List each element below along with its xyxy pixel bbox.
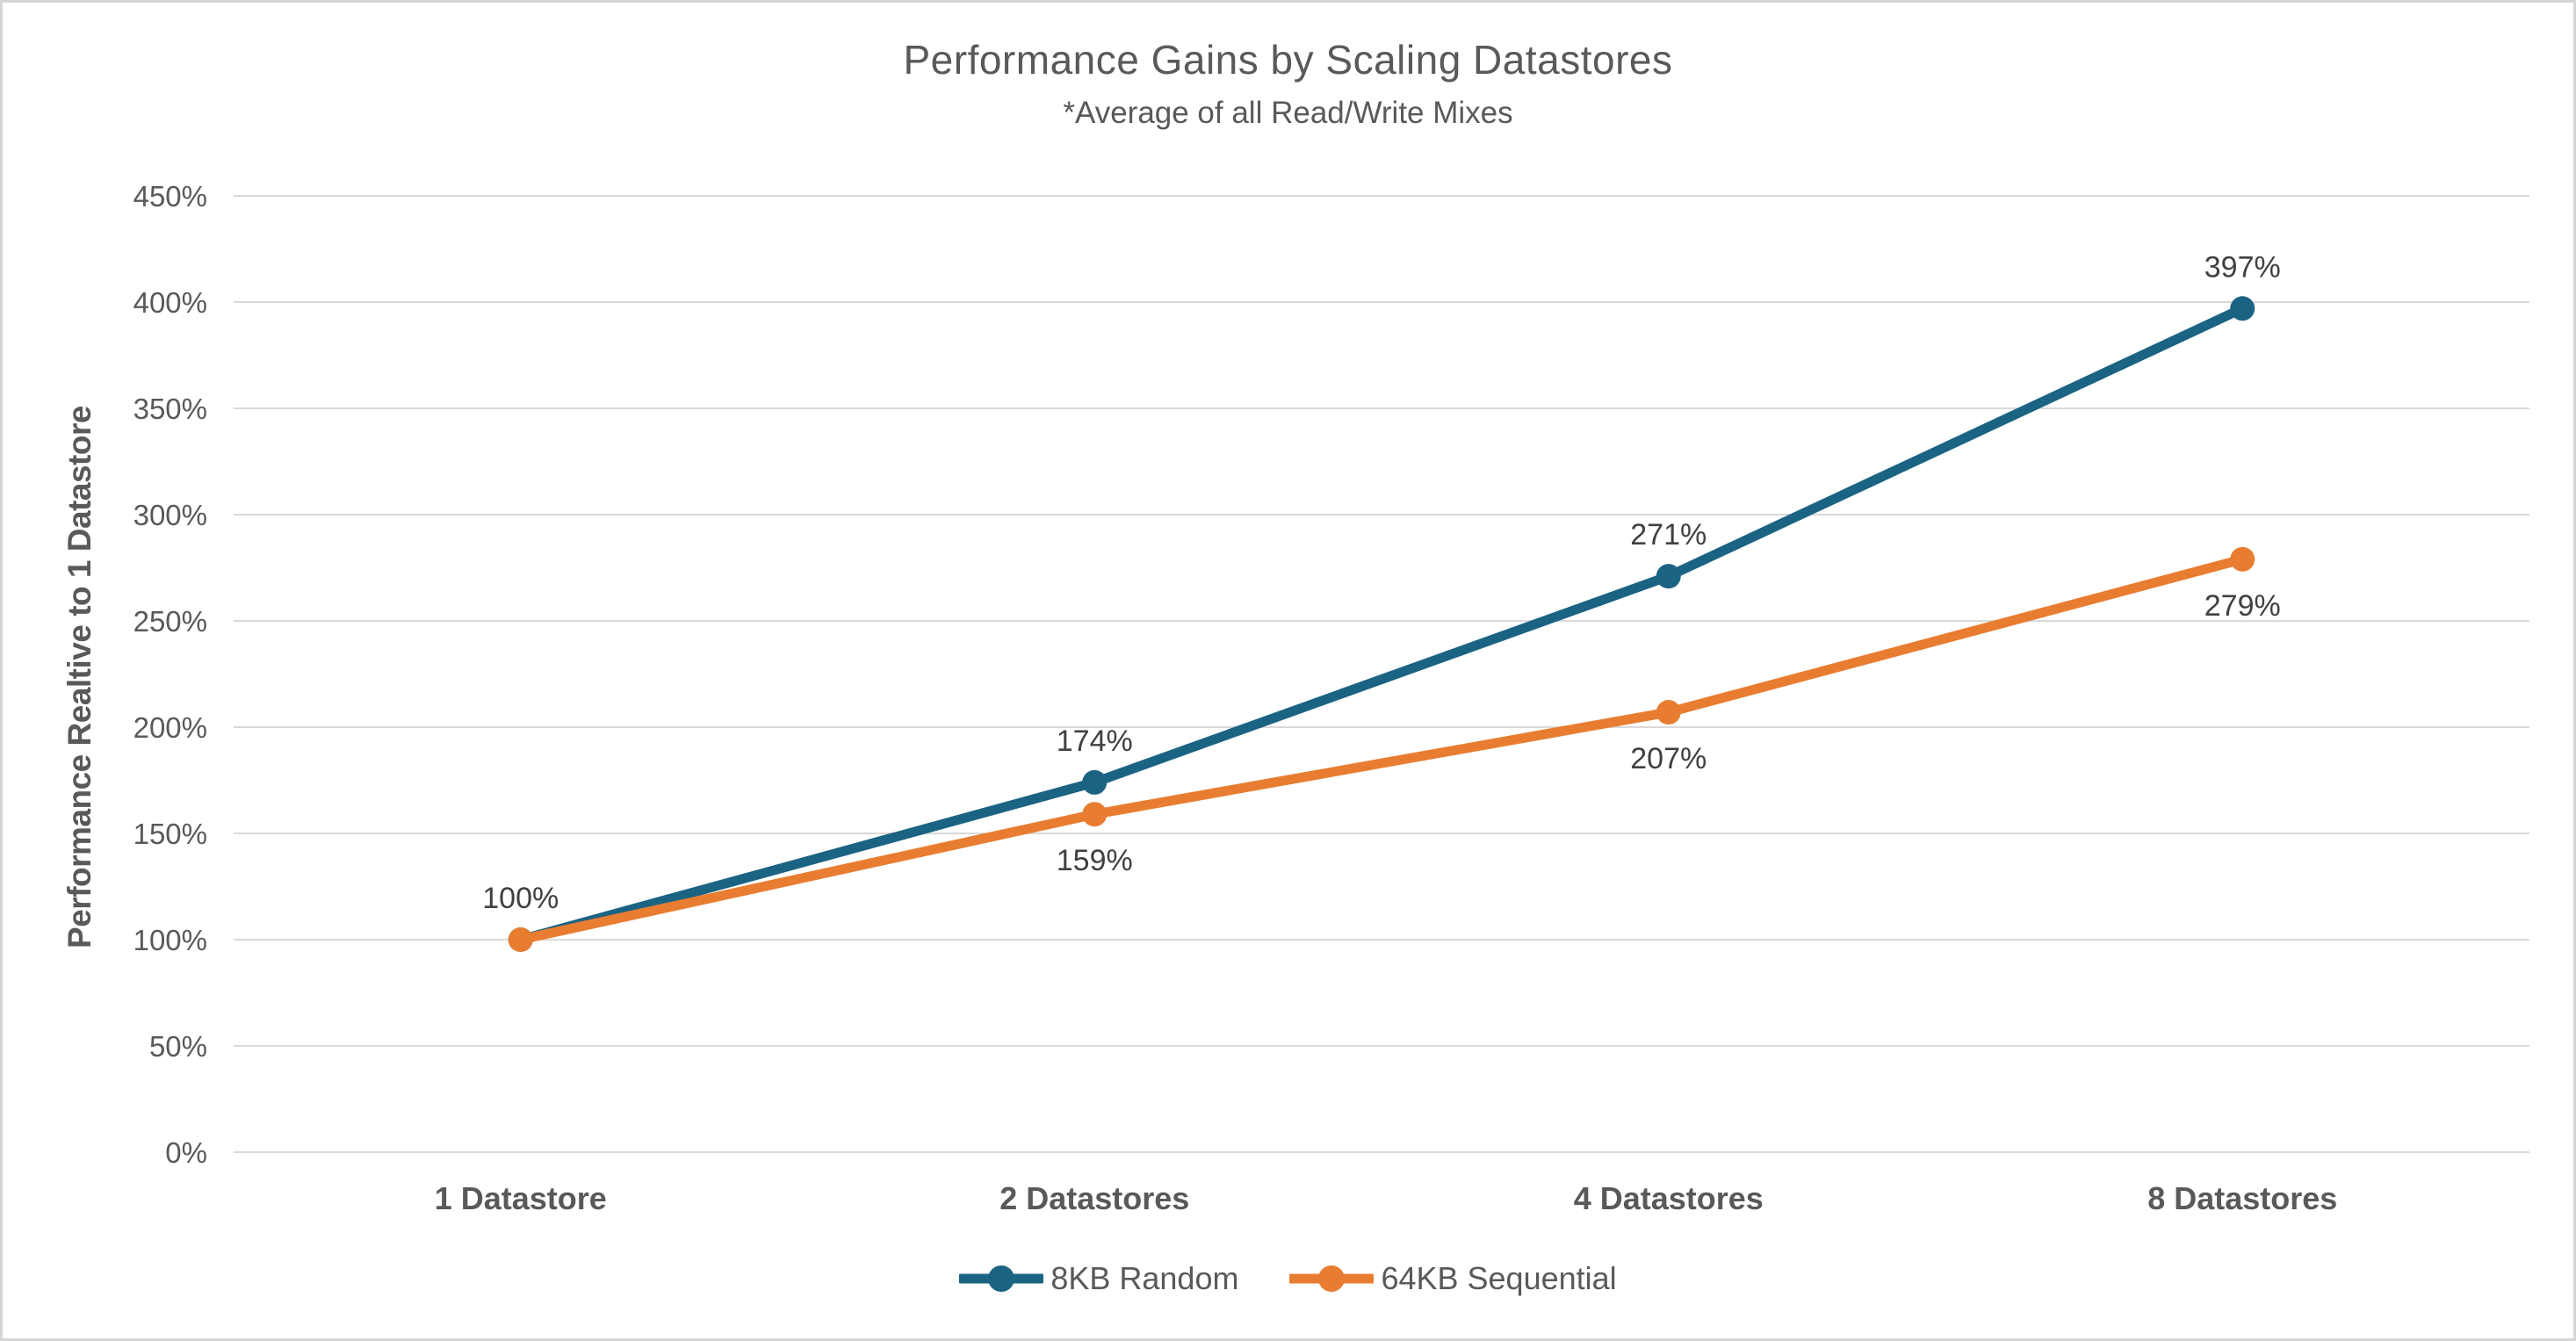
legend-item-8kb-random: 8KB Random <box>959 1260 1238 1297</box>
data-label-8kb-random: 174% <box>1057 725 1133 758</box>
series-line-8kb-random <box>519 304 2245 945</box>
data-label-8kb-random: 397% <box>2204 250 2281 284</box>
data-point-64kb-sequential <box>2230 546 2255 572</box>
y-axis-title: Performance Realtive to 1 Datastore <box>61 406 97 948</box>
y-tick-label: 150% <box>133 818 207 850</box>
data-label-8kb-random: 100% <box>482 882 559 915</box>
y-tick-label: 450% <box>133 180 207 213</box>
legend-line-marker-icon <box>959 1265 1044 1292</box>
data-point-8kb-random <box>1656 564 1681 589</box>
y-tick-label: 350% <box>133 393 207 425</box>
data-label-64kb-sequential: 207% <box>1630 742 1707 775</box>
x-category-label: 4 Datastores <box>1574 1180 1764 1216</box>
x-category-label: 8 Datastores <box>2147 1180 2337 1216</box>
y-tick-label: 50% <box>149 1030 207 1063</box>
series-line-64kb-sequential <box>519 554 2244 945</box>
legend-line-marker-icon <box>1289 1265 1375 1292</box>
data-label-64kb-sequential: 159% <box>1057 844 1133 877</box>
y-tick-label: 300% <box>133 499 207 531</box>
chart-subtitle: *Average of all Read/Write Mixes <box>1063 96 1513 130</box>
data-point-64kb-sequential <box>508 927 533 952</box>
legend-label-64kb-sequential: 64KB Sequential <box>1381 1260 1617 1296</box>
data-label-64kb-sequential: 279% <box>2204 589 2281 623</box>
data-point-8kb-random <box>2230 296 2255 321</box>
legend-item-64kb-sequential: 64KB Sequential <box>1289 1260 1617 1297</box>
x-category-label: 1 Datastore <box>435 1180 607 1216</box>
legend-label-8kb-random: 8KB Random <box>1050 1260 1239 1296</box>
x-category-label: 2 Datastores <box>999 1180 1189 1216</box>
legend: 8KB Random 64KB Sequential <box>3 1260 2573 1297</box>
data-point-64kb-sequential <box>1656 700 1681 725</box>
data-point-8kb-random <box>1082 769 1108 795</box>
plot-area: 0% 50% 100% 150% 200% 250% 300% 350% 400% 450% 1 D… <box>133 180 2529 1216</box>
data-label-8kb-random: 271% <box>1630 518 1707 552</box>
chart-title: Performance Gains by Scaling Datastores <box>903 37 1673 83</box>
y-tick-label: 200% <box>133 711 207 744</box>
y-tick-label: 0% <box>165 1136 207 1169</box>
y-tick-label: 100% <box>133 924 207 956</box>
data-point-64kb-sequential <box>1082 802 1108 827</box>
y-tick-label: 250% <box>133 605 207 638</box>
y-tick-label: 400% <box>133 286 207 319</box>
